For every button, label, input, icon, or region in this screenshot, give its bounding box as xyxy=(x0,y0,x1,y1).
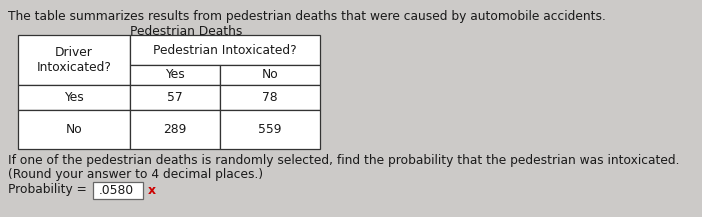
Bar xyxy=(220,85,320,110)
Bar xyxy=(130,35,320,65)
Bar xyxy=(130,110,220,149)
Text: Pedestrian Intoxicated?: Pedestrian Intoxicated? xyxy=(153,43,297,56)
Text: 78: 78 xyxy=(262,91,278,104)
Bar xyxy=(130,85,220,110)
Text: .0580: .0580 xyxy=(98,184,133,197)
Text: Probability =: Probability = xyxy=(8,183,91,196)
Text: 289: 289 xyxy=(164,123,187,136)
Bar xyxy=(130,65,220,85)
Bar xyxy=(220,65,320,85)
Text: Pedestrian Deaths: Pedestrian Deaths xyxy=(130,25,242,38)
Text: The table summarizes results from pedestrian deaths that were caused by automobi: The table summarizes results from pedest… xyxy=(8,10,606,23)
Text: Driver
Intoxicated?: Driver Intoxicated? xyxy=(37,46,112,74)
Bar xyxy=(18,85,130,110)
Bar xyxy=(93,182,143,199)
Text: Yes: Yes xyxy=(64,91,84,104)
Text: 57: 57 xyxy=(167,91,183,104)
Text: x: x xyxy=(148,184,156,197)
Text: No: No xyxy=(65,123,82,136)
Text: Yes: Yes xyxy=(165,69,185,82)
Text: (Round your answer to 4 decimal places.): (Round your answer to 4 decimal places.) xyxy=(8,168,263,181)
Text: 559: 559 xyxy=(258,123,282,136)
Bar xyxy=(220,110,320,149)
Text: No: No xyxy=(262,69,279,82)
Bar xyxy=(18,35,130,85)
Bar xyxy=(18,110,130,149)
Text: If one of the pedestrian deaths is randomly selected, find the probability that : If one of the pedestrian deaths is rando… xyxy=(8,154,680,167)
